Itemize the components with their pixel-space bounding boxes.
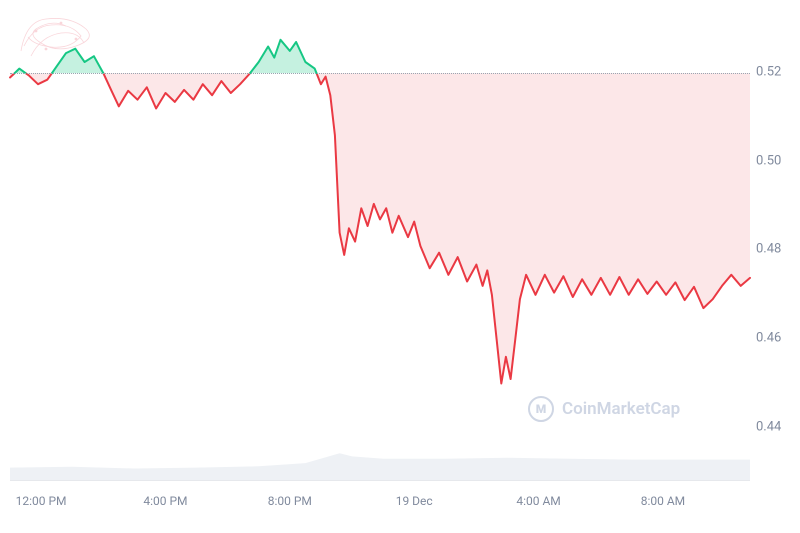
x-tick-label: 8:00 PM <box>268 494 312 508</box>
x-tick-label: 4:00 AM <box>516 494 560 508</box>
chart-svg <box>10 11 750 481</box>
x-axis-line <box>10 480 750 481</box>
x-tick-label: 4:00 PM <box>143 494 187 508</box>
x-tick-label: 8:00 AM <box>641 494 685 508</box>
x-tick-label: 12:00 PM <box>16 494 67 508</box>
baseline-indicator <box>10 73 750 74</box>
y-tick-label: 0.50 <box>756 153 781 168</box>
y-tick-label: 0.48 <box>756 242 781 257</box>
y-tick-label: 0.52 <box>756 65 781 80</box>
price-chart: M CoinMarketCap 0.44 0.46 0.48 0.50 0.52 12:… <box>10 10 790 523</box>
y-axis: 0.44 0.46 0.48 0.50 0.52 <box>750 10 790 480</box>
y-tick-label: 0.44 <box>756 419 781 434</box>
chart-plot-area[interactable]: M CoinMarketCap <box>10 10 750 481</box>
x-axis: 12:00 PM 4:00 PM 8:00 PM 19 Dec 4:00 AM 8:00 … <box>10 488 750 518</box>
y-tick-label: 0.46 <box>756 331 781 346</box>
x-tick-label: 19 Dec <box>396 494 433 508</box>
